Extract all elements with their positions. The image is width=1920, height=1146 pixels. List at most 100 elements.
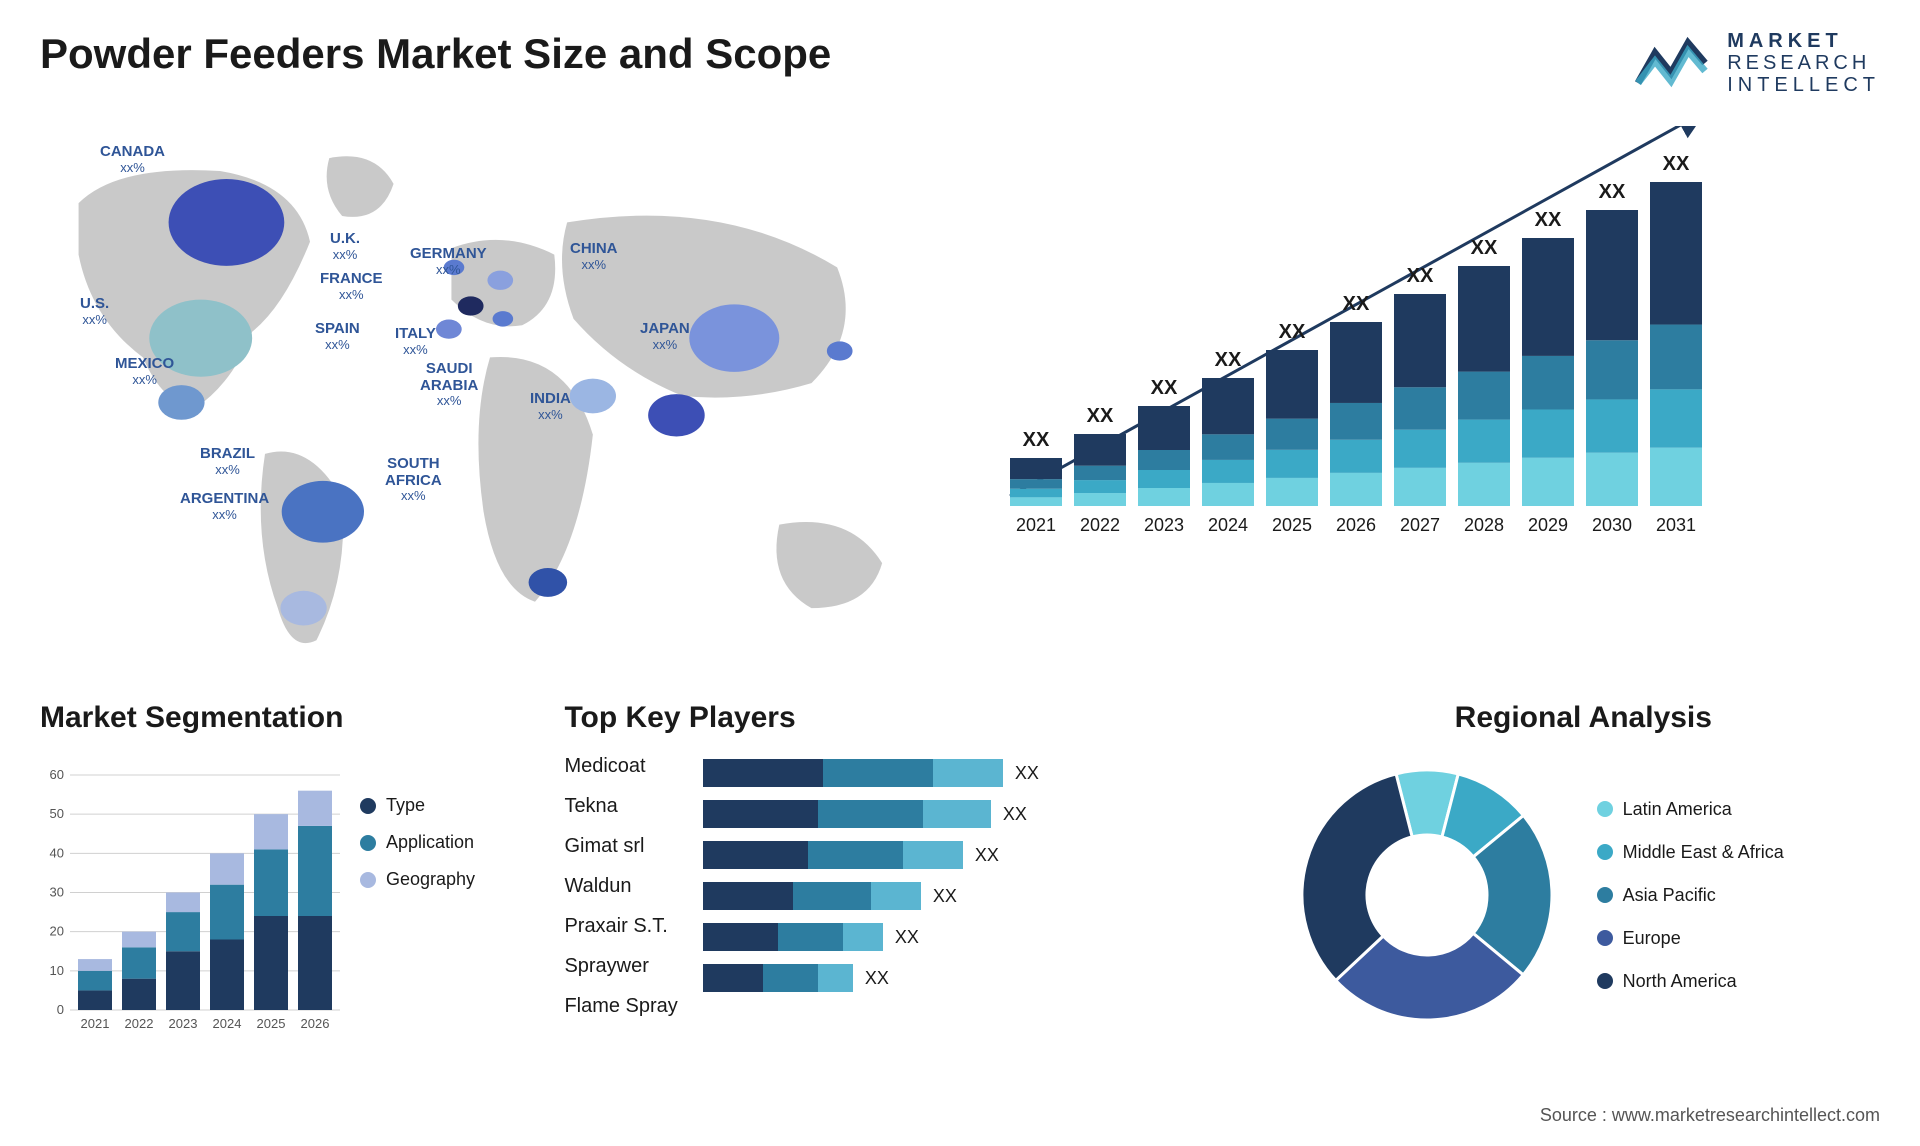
map-country-label: GERMANYxx% xyxy=(410,246,487,277)
source-attribution: Source : www.marketresearchintellect.com xyxy=(1540,1105,1880,1126)
map-country-label: SOUTHAFRICAxx% xyxy=(385,456,442,503)
legend-dot-icon xyxy=(1597,887,1613,903)
svg-text:2026: 2026 xyxy=(301,1016,330,1031)
svg-text:2028: 2028 xyxy=(1464,515,1504,535)
player-name: Medicoat xyxy=(564,755,677,778)
svg-text:2025: 2025 xyxy=(1272,515,1312,535)
svg-text:2030: 2030 xyxy=(1592,515,1632,535)
player-value: XX xyxy=(895,927,919,948)
svg-text:XX: XX xyxy=(1407,265,1434,287)
svg-text:2029: 2029 xyxy=(1528,515,1568,535)
player-bar xyxy=(703,923,883,951)
player-bar xyxy=(703,882,921,910)
section-title: Regional Analysis xyxy=(1287,701,1880,735)
legend-item: Application xyxy=(360,832,475,853)
map-country-label: ARGENTINAxx% xyxy=(180,491,269,522)
legend-item: North America xyxy=(1597,971,1784,992)
logo-text: MARKET RESEARCH INTELLECT xyxy=(1727,30,1880,96)
svg-text:XX: XX xyxy=(1599,181,1626,203)
player-bar xyxy=(703,964,853,992)
legend-dot-icon xyxy=(360,798,376,814)
regional-legend: Latin AmericaMiddle East & AfricaAsia Pa… xyxy=(1597,799,1784,992)
player-name: Praxair S.T. xyxy=(564,915,677,938)
legend-item: Asia Pacific xyxy=(1597,885,1784,906)
section-title: Market Segmentation xyxy=(40,701,534,735)
players-wrapper: Medicoat Tekna Gimat srl Waldun Praxair S.T.… xyxy=(564,755,1256,1018)
bottom-row: Market Segmentation 01020304050602021202… xyxy=(40,701,1880,1035)
player-name: Spraywer xyxy=(564,955,677,978)
player-bar xyxy=(703,800,991,828)
legend-dot-icon xyxy=(1597,930,1613,946)
player-bar-row: XX xyxy=(703,923,1257,951)
svg-text:XX: XX xyxy=(1215,349,1242,371)
segmentation-section: Market Segmentation 01020304050602021202… xyxy=(40,701,534,1035)
world-map: CANADAxx%U.S.xx%MEXICOxx%BRAZILxx%ARGENT… xyxy=(40,126,940,671)
player-bar xyxy=(703,759,1003,787)
legend-dot-icon xyxy=(1597,801,1613,817)
legend-dot-icon xyxy=(360,872,376,888)
page-title: Powder Feeders Market Size and Scope xyxy=(40,30,831,78)
svg-text:XX: XX xyxy=(1471,237,1498,259)
svg-text:2023: 2023 xyxy=(1144,515,1184,535)
svg-text:XX: XX xyxy=(1279,321,1306,343)
header: Powder Feeders Market Size and Scope MAR… xyxy=(40,30,1880,96)
svg-text:0: 0 xyxy=(57,1002,64,1017)
svg-text:2027: 2027 xyxy=(1400,515,1440,535)
section-title: Top Key Players xyxy=(564,701,1256,735)
world-map-svg xyxy=(40,126,940,666)
legend-dot-icon xyxy=(360,835,376,851)
map-country-label: FRANCExx% xyxy=(320,271,383,302)
player-name: Flame Spray xyxy=(564,995,677,1018)
growth-chart-svg: XX 2021 XX 2022 XX 2023 XX 2024 XX 2025 XX 2026 XX 20… xyxy=(980,126,1740,556)
player-value: XX xyxy=(1003,804,1027,825)
player-name: Waldun xyxy=(564,875,677,898)
player-bar xyxy=(703,841,963,869)
growth-bar-chart: XX 2021 XX 2022 XX 2023 XX 2024 XX 2025 XX 2026 XX 20… xyxy=(980,126,1880,671)
svg-text:XX: XX xyxy=(1151,377,1178,399)
svg-text:2025: 2025 xyxy=(257,1016,286,1031)
svg-text:XX: XX xyxy=(1535,209,1562,231)
svg-text:60: 60 xyxy=(50,767,64,782)
svg-text:10: 10 xyxy=(50,963,64,978)
svg-text:2031: 2031 xyxy=(1656,515,1696,535)
svg-text:XX: XX xyxy=(1663,153,1690,175)
top-row: CANADAxx%U.S.xx%MEXICOxx%BRAZILxx%ARGENT… xyxy=(40,126,1880,671)
segmentation-legend: TypeApplicationGeography xyxy=(360,795,475,890)
player-name: Gimat srl xyxy=(564,835,677,858)
svg-text:40: 40 xyxy=(50,845,64,860)
legend-item: Type xyxy=(360,795,475,816)
map-country-label: MEXICOxx% xyxy=(115,356,174,387)
map-country-label: U.K.xx% xyxy=(330,231,360,262)
players-bar-chart: XXXXXXXXXXXX xyxy=(703,755,1257,1018)
map-country-label: JAPANxx% xyxy=(640,321,690,352)
seg-wrapper: 0102030405060202120222023202420252026 Ty… xyxy=(40,755,534,1035)
player-name: Tekna xyxy=(564,795,677,818)
svg-text:2024: 2024 xyxy=(1208,515,1248,535)
svg-text:20: 20 xyxy=(50,924,64,939)
player-value: XX xyxy=(865,968,889,989)
svg-text:2026: 2026 xyxy=(1336,515,1376,535)
player-value: XX xyxy=(933,886,957,907)
legend-item: Europe xyxy=(1597,928,1784,949)
svg-text:XX: XX xyxy=(1087,405,1114,427)
key-players-section: Top Key Players Medicoat Tekna Gimat srl Wa… xyxy=(564,701,1256,1035)
map-country-label: SAUDIARABIAxx% xyxy=(420,361,478,408)
svg-text:XX: XX xyxy=(1023,429,1050,451)
player-value: XX xyxy=(975,845,999,866)
svg-text:2022: 2022 xyxy=(1080,515,1120,535)
player-bar-row: XX xyxy=(703,841,1257,869)
svg-text:50: 50 xyxy=(50,806,64,821)
player-bar-row: XX xyxy=(703,964,1257,992)
map-country-label: CANADAxx% xyxy=(100,144,165,175)
svg-text:2023: 2023 xyxy=(169,1016,198,1031)
map-country-label: CHINAxx% xyxy=(570,241,618,272)
svg-text:2021: 2021 xyxy=(1016,515,1056,535)
player-bar-row: XX xyxy=(703,759,1257,787)
svg-text:XX: XX xyxy=(1343,293,1370,315)
svg-text:2024: 2024 xyxy=(213,1016,242,1031)
legend-dot-icon xyxy=(1597,973,1613,989)
regional-donut-chart xyxy=(1287,755,1567,1035)
players-name-list: Medicoat Tekna Gimat srl Waldun Praxair S.T.… xyxy=(564,755,677,1018)
logo-mark-icon xyxy=(1633,33,1713,93)
donut-holder xyxy=(1287,755,1567,1035)
